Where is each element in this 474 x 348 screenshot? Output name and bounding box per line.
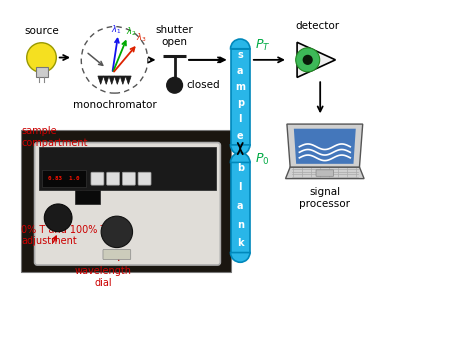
Text: $P_0$: $P_0$ bbox=[255, 152, 270, 167]
Polygon shape bbox=[294, 129, 356, 164]
FancyBboxPatch shape bbox=[138, 172, 151, 185]
Circle shape bbox=[296, 48, 320, 72]
Wedge shape bbox=[230, 153, 250, 163]
FancyBboxPatch shape bbox=[91, 172, 104, 185]
Polygon shape bbox=[285, 167, 364, 179]
Text: l: l bbox=[238, 114, 242, 125]
FancyBboxPatch shape bbox=[230, 163, 250, 253]
Text: k: k bbox=[237, 238, 244, 248]
FancyBboxPatch shape bbox=[42, 171, 86, 187]
Text: l: l bbox=[238, 182, 242, 192]
Text: a: a bbox=[237, 66, 244, 76]
Text: b: b bbox=[237, 164, 244, 173]
Wedge shape bbox=[230, 39, 250, 49]
FancyBboxPatch shape bbox=[107, 172, 119, 185]
Text: detector: detector bbox=[296, 21, 340, 31]
Text: sample
compartment: sample compartment bbox=[21, 126, 88, 148]
FancyBboxPatch shape bbox=[122, 172, 136, 185]
Text: 0.83  1.0: 0.83 1.0 bbox=[48, 176, 80, 181]
Circle shape bbox=[167, 77, 182, 93]
Wedge shape bbox=[230, 253, 250, 262]
Text: wavelength
dial: wavelength dial bbox=[74, 267, 131, 288]
FancyBboxPatch shape bbox=[35, 143, 220, 265]
Text: m: m bbox=[235, 82, 245, 92]
FancyBboxPatch shape bbox=[21, 130, 231, 272]
Text: $\lambda_1$: $\lambda_1$ bbox=[111, 23, 121, 35]
Text: shutter
open: shutter open bbox=[156, 25, 193, 47]
Circle shape bbox=[44, 204, 72, 232]
Text: e: e bbox=[237, 130, 244, 141]
FancyBboxPatch shape bbox=[230, 49, 250, 145]
Wedge shape bbox=[230, 145, 250, 155]
Text: n: n bbox=[237, 220, 244, 230]
Text: source: source bbox=[24, 26, 59, 36]
Text: closed: closed bbox=[186, 80, 220, 90]
Polygon shape bbox=[287, 124, 363, 167]
Text: 0% T and 100% T
adjustment: 0% T and 100% T adjustment bbox=[21, 225, 107, 246]
FancyBboxPatch shape bbox=[316, 170, 334, 176]
Text: p: p bbox=[237, 98, 244, 108]
FancyBboxPatch shape bbox=[75, 190, 100, 204]
Circle shape bbox=[302, 55, 313, 65]
Circle shape bbox=[101, 216, 133, 247]
FancyBboxPatch shape bbox=[36, 67, 47, 77]
Text: s: s bbox=[237, 50, 243, 60]
Text: $P_T$: $P_T$ bbox=[255, 38, 271, 53]
Text: $\lambda_2$: $\lambda_2$ bbox=[126, 25, 136, 38]
Wedge shape bbox=[27, 43, 56, 72]
Text: a: a bbox=[237, 201, 244, 211]
Text: signal
processor: signal processor bbox=[299, 187, 350, 208]
Polygon shape bbox=[297, 42, 336, 77]
Text: $\lambda_3$: $\lambda_3$ bbox=[136, 31, 146, 44]
Text: monochromator: monochromator bbox=[73, 100, 156, 110]
FancyBboxPatch shape bbox=[103, 250, 131, 260]
FancyBboxPatch shape bbox=[39, 147, 216, 190]
Polygon shape bbox=[98, 76, 131, 84]
